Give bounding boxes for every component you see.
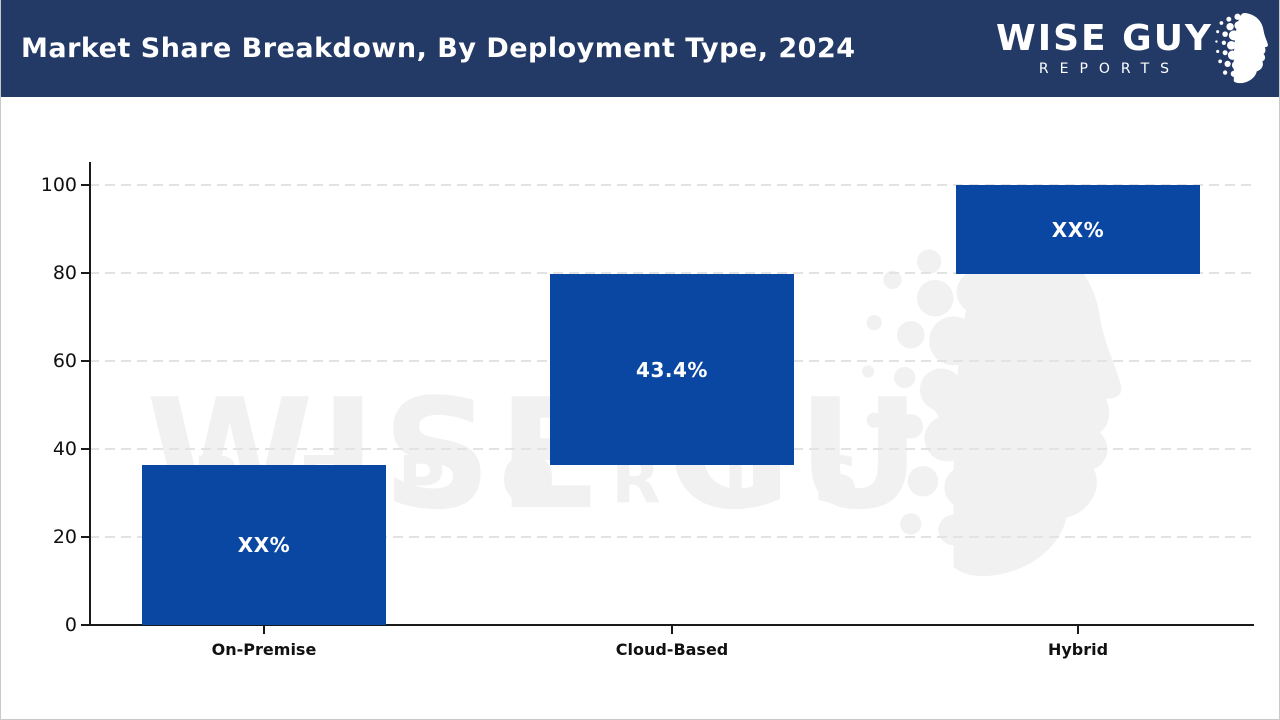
y-tick-80 (81, 272, 89, 274)
y-tick-label-60: 60 (52, 350, 77, 372)
logo-text: WISE GUY REPORTS (995, 17, 1213, 77)
logo-reports-text: REPORTS (1038, 60, 1181, 77)
gridline-100 (89, 184, 1254, 186)
bar-hybrid: XX% (956, 185, 1200, 275)
chart-area: WISE GUY REPORTS XX% 43.4% XX% 0 20 40 60 80 10… (1, 97, 1279, 719)
y-tick-label-0: 0 (64, 614, 77, 636)
chart-title: Market Share Breakdown, By Deployment Ty… (21, 33, 856, 64)
bar-value-label-hybrid: XX% (1051, 217, 1105, 242)
y-tick-100 (81, 184, 89, 186)
y-tick-60 (81, 360, 89, 362)
y-tick-0 (81, 624, 89, 626)
gridline-20 (89, 536, 1254, 538)
bar-on-premise: XX% (142, 465, 386, 625)
y-tick-label-20: 20 (52, 526, 77, 548)
y-tick-label-80: 80 (52, 262, 77, 284)
y-tick-40 (81, 448, 89, 450)
bar-value-label-cloud-based: 43.4% (636, 357, 708, 382)
y-tick-20 (81, 536, 89, 538)
logo-head-icon (1215, 12, 1268, 83)
y-tick-label-100: 100 (40, 174, 77, 196)
gridline-80 (89, 272, 1254, 274)
bar-value-label-on-premise: XX% (237, 533, 291, 558)
x-tick-on-premise (263, 626, 265, 634)
x-label-on-premise: On-Premise (211, 640, 317, 659)
x-axis-line (89, 624, 1254, 626)
x-label-hybrid: Hybrid (1047, 640, 1109, 659)
bar-cloud-based: 43.4% (550, 274, 794, 466)
y-axis-line (89, 162, 91, 626)
x-label-cloud-based: Cloud-Based (615, 640, 729, 659)
wise-guy-logo: WISE GUY REPORTS (996, 9, 1271, 89)
header: Market Share Breakdown, By Deployment Ty… (1, 0, 1279, 97)
x-tick-hybrid (1077, 626, 1079, 634)
logo-wiseguy-text: WISE GUY (995, 17, 1213, 59)
y-tick-label-40: 40 (52, 438, 77, 460)
x-tick-cloud-based (671, 626, 673, 634)
